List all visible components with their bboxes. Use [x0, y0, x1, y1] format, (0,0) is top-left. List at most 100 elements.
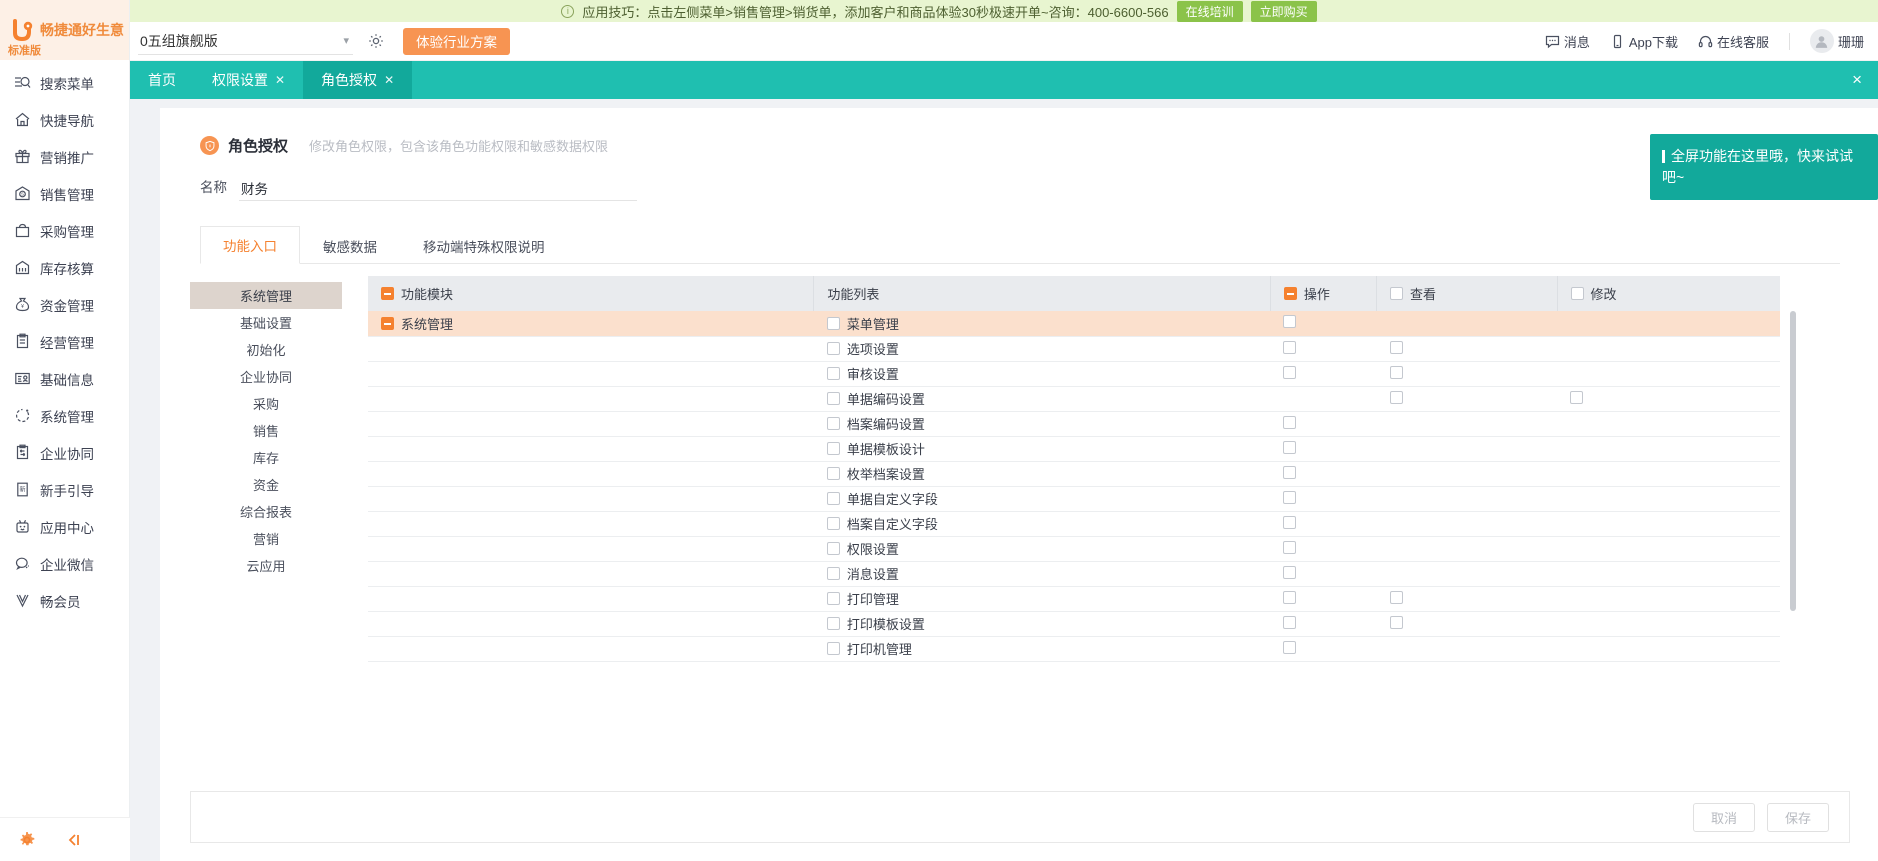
view-checkbox[interactable] — [1389, 340, 1403, 354]
tree-item-marketing[interactable]: 营销 — [190, 525, 342, 552]
view-checkbox[interactable] — [1389, 365, 1403, 379]
operation-checkbox[interactable] — [1283, 515, 1297, 529]
feature-checkbox[interactable] — [826, 617, 840, 630]
table-row: 消息设置 — [368, 561, 1780, 587]
view-checkbox[interactable] — [1389, 590, 1403, 604]
tree-item-sales[interactable]: 销售 — [190, 417, 342, 444]
sales-icon: S — [14, 185, 31, 202]
sidebar-item-basic-info[interactable]: 基础信息 — [0, 360, 129, 397]
operation-checkbox[interactable] — [1283, 540, 1297, 554]
cell-operation — [1270, 511, 1377, 537]
name-input[interactable] — [239, 180, 637, 201]
feature-checkbox[interactable] — [826, 492, 840, 505]
tree-item-system-management[interactable]: 系统管理 — [190, 282, 342, 309]
sidebar-item-vip-member[interactable]: 畅会员 — [0, 582, 129, 619]
operation-checkbox[interactable] — [1283, 365, 1297, 379]
tab-mobile-special-permissions[interactable]: 移动端特殊权限说明 — [400, 227, 568, 264]
sidebar-item-search-menu[interactable]: 搜索菜单 — [0, 64, 129, 101]
cell-view — [1376, 611, 1558, 637]
module-header-checkbox[interactable] — [381, 287, 394, 300]
feature-checkbox[interactable] — [826, 642, 840, 655]
sidebar-item-funds[interactable]: ¥ 资金管理 — [0, 286, 129, 323]
messages-button[interactable]: 消息 — [1545, 32, 1590, 51]
sidebar-item-system-management[interactable]: 系统管理 — [0, 397, 129, 434]
tree-item-comprehensive-reports[interactable]: 综合报表 — [190, 498, 342, 525]
feature-checkbox[interactable] — [826, 316, 840, 330]
feature-checkbox[interactable] — [826, 442, 840, 455]
operation-checkbox[interactable] — [1283, 615, 1297, 629]
operation-checkbox[interactable] — [1283, 490, 1297, 504]
feature-checkbox[interactable] — [826, 392, 840, 405]
operation-checkbox[interactable] — [1283, 315, 1297, 329]
tree-item-enterprise-collaboration[interactable]: 企业协同 — [190, 363, 342, 390]
edit-header-checkbox[interactable] — [1570, 287, 1584, 300]
cell-feature: 打印机管理 — [813, 636, 1271, 662]
sidebar-item-enterprise-collaboration[interactable]: 企业协同 — [0, 434, 129, 471]
experience-industry-solution-button[interactable]: 体验行业方案 — [403, 27, 510, 55]
feature-checkbox[interactable] — [826, 592, 840, 605]
online-service-button[interactable]: 在线客服 — [1698, 32, 1769, 51]
fullscreen-tip-popover[interactable]: 全屏功能在这里哦，快来试试吧~ — [1650, 134, 1878, 200]
table-scrollbar[interactable] — [1790, 311, 1796, 611]
operation-checkbox[interactable] — [1283, 565, 1297, 579]
operation-checkbox[interactable] — [1283, 590, 1297, 604]
feature-checkbox[interactable] — [826, 342, 840, 355]
gear-icon[interactable] — [367, 32, 385, 50]
view-checkbox[interactable] — [1389, 390, 1403, 404]
edit-checkbox[interactable] — [1570, 390, 1584, 404]
tab-sensitive-data[interactable]: 敏感数据 — [300, 227, 400, 264]
close-icon[interactable]: ✕ — [384, 73, 395, 87]
sidebar-item-inventory-accounting[interactable]: 库存核算 — [0, 249, 129, 286]
operation-checkbox[interactable] — [1283, 340, 1297, 354]
org-select[interactable]: 0五组旗舰版 ▾ — [138, 28, 353, 55]
tab-permission-settings[interactable]: 权限设置 ✕ — [194, 61, 303, 99]
tree-item-purchase[interactable]: 采购 — [190, 390, 342, 417]
user-menu[interactable]: 珊珊 — [1809, 29, 1864, 53]
online-training-button[interactable]: 在线培训 — [1176, 0, 1243, 22]
tree-item-inventory[interactable]: 库存 — [190, 444, 342, 471]
cell-operation — [1270, 436, 1377, 462]
collapse-icon[interactable] — [64, 831, 82, 849]
app-download-button[interactable]: App下载 — [1610, 32, 1678, 51]
view-checkbox[interactable] — [1389, 615, 1403, 629]
sidebar-item-marketing[interactable]: 营销推广 — [0, 138, 129, 175]
card-footer-actions: 取消 保存 — [190, 791, 1850, 843]
operation-checkbox[interactable] — [1283, 465, 1297, 479]
operation-checkbox[interactable] — [1283, 415, 1297, 429]
header-right-actions: 消息 App下载 在线客服 珊珊 — [1545, 29, 1878, 53]
tree-item-funds[interactable]: 资金 — [190, 471, 342, 498]
cancel-button[interactable]: 取消 — [1693, 802, 1755, 832]
sidebar-item-operations[interactable]: 经营管理 — [0, 323, 129, 360]
tab-home[interactable]: 首页 — [130, 61, 194, 99]
sidebar-item-app-center[interactable]: 应用中心 — [0, 508, 129, 545]
operation-checkbox[interactable] — [1283, 640, 1297, 654]
feature-checkbox[interactable] — [826, 467, 840, 480]
tab-function-entry[interactable]: 功能入口 — [200, 226, 300, 264]
sidebar-item-sales[interactable]: S 销售管理 — [0, 175, 129, 212]
feature-checkbox[interactable] — [826, 567, 840, 580]
sidebar-item-quick-nav[interactable]: 快捷导航 — [0, 101, 129, 138]
buy-now-button[interactable]: 立即购买 — [1250, 0, 1317, 22]
sidebar-item-wechat-work[interactable]: 企业微信 — [0, 545, 129, 582]
save-button[interactable]: 保存 — [1767, 802, 1829, 832]
cell-view — [1376, 486, 1558, 512]
feature-checkbox[interactable] — [826, 417, 840, 430]
tree-item-initialization[interactable]: 初始化 — [190, 336, 342, 363]
operation-checkbox[interactable] — [1283, 440, 1297, 454]
feature-checkbox[interactable] — [826, 517, 840, 530]
close-all-tabs-button[interactable]: × — [1852, 70, 1862, 89]
close-icon[interactable]: ✕ — [275, 73, 286, 87]
tree-item-cloud-apps[interactable]: 云应用 — [190, 552, 342, 579]
feature-checkbox[interactable] — [826, 542, 840, 555]
view-header-checkbox[interactable] — [1390, 287, 1404, 300]
sidebar-item-label: 基础信息 — [40, 372, 94, 388]
tree-item-basic-settings[interactable]: 基础设置 — [190, 309, 342, 336]
module-checkbox[interactable] — [381, 316, 394, 330]
tab-role-authorization[interactable]: 角色授权 ✕ — [303, 61, 413, 99]
feature-checkbox[interactable] — [826, 367, 840, 380]
sidebar-item-purchase[interactable]: 采购管理 — [0, 212, 129, 249]
gear-icon[interactable] — [18, 831, 36, 849]
operation-header-checkbox[interactable] — [1283, 287, 1297, 300]
cell-feature: 枚举档案设置 — [813, 461, 1271, 487]
sidebar-item-beginner-guide[interactable]: 新 新手引导 — [0, 471, 129, 508]
